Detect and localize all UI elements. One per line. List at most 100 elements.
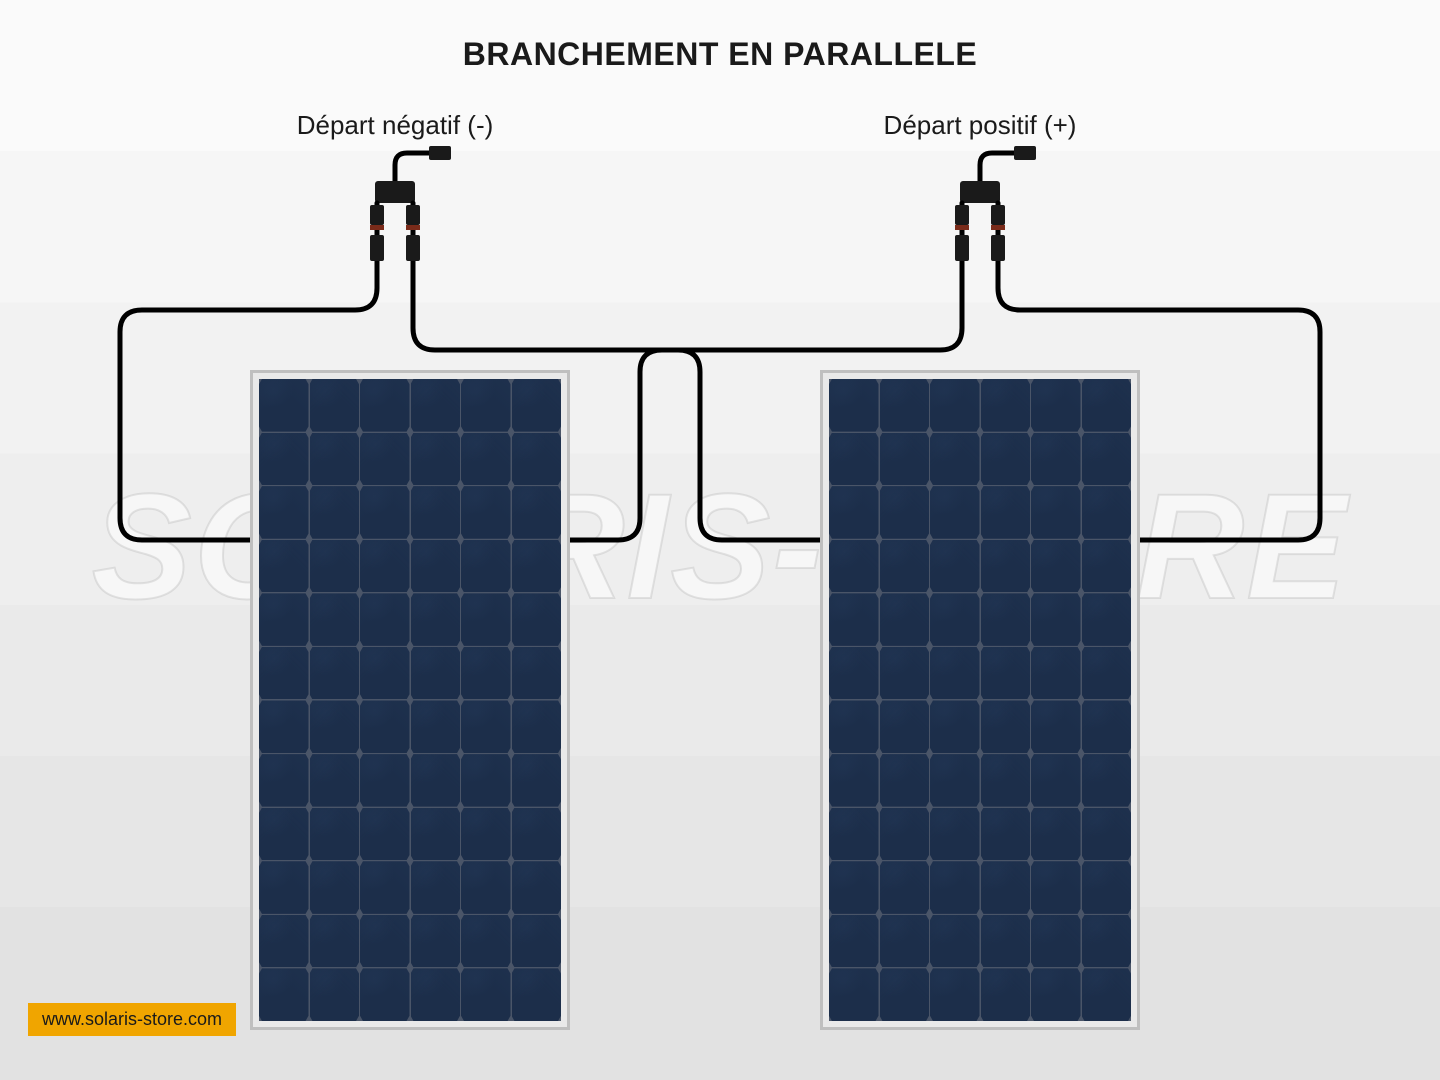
solar-cell: [310, 379, 360, 432]
solar-cell: [880, 593, 930, 646]
solar-cell: [310, 915, 360, 968]
solar-cell: [461, 808, 511, 861]
solar-cell: [1082, 379, 1132, 432]
solar-cell: [930, 700, 980, 753]
solar-cell: [1082, 808, 1132, 861]
solar-cell: [1031, 754, 1081, 807]
solar-cell: [1031, 915, 1081, 968]
solar-cell: [310, 754, 360, 807]
solar-cell: [1082, 861, 1132, 914]
solar-cell: [512, 754, 562, 807]
solar-cell: [880, 754, 930, 807]
solar-cell: [512, 379, 562, 432]
solar-cell: [259, 808, 309, 861]
solar-cell: [411, 915, 461, 968]
solar-cell: [829, 486, 879, 539]
solar-cell: [981, 486, 1031, 539]
solar-cell: [1031, 379, 1081, 432]
solar-cell: [259, 915, 309, 968]
solar-cell: [880, 968, 930, 1021]
solar-cell: [829, 593, 879, 646]
solar-cell: [829, 433, 879, 486]
solar-cell: [880, 915, 930, 968]
solar-cell: [360, 486, 410, 539]
solar-cell: [981, 540, 1031, 593]
solar-cell: [461, 593, 511, 646]
solar-cell: [930, 808, 980, 861]
diagram-title: BRANCHEMENT EN PARALLELE: [0, 36, 1440, 73]
solar-cell: [1082, 915, 1132, 968]
solar-cell: [930, 754, 980, 807]
solar-cell: [1031, 486, 1081, 539]
solar-cell: [1082, 754, 1132, 807]
solar-cell: [411, 486, 461, 539]
solar-cell: [981, 968, 1031, 1021]
solar-cell: [411, 647, 461, 700]
solar-cell: [829, 379, 879, 432]
solar-cell: [259, 540, 309, 593]
solar-cell: [1031, 808, 1081, 861]
solar-cell: [360, 808, 410, 861]
solar-cell: [880, 379, 930, 432]
solar-panel-right: [820, 370, 1140, 1030]
diagram-stage: SOLARIS-STORE BRANCHEMENT EN PARALLELE D…: [0, 0, 1440, 1080]
solar-cell: [829, 861, 879, 914]
solar-cell: [310, 486, 360, 539]
solar-cell: [310, 861, 360, 914]
solar-cell: [981, 754, 1031, 807]
solar-cell: [930, 647, 980, 700]
solar-cell: [880, 861, 930, 914]
solar-cell: [930, 486, 980, 539]
solar-cell: [259, 433, 309, 486]
solar-cell: [829, 915, 879, 968]
solar-cell: [411, 540, 461, 593]
solar-cell: [1082, 968, 1132, 1021]
solar-cell: [829, 700, 879, 753]
solar-cell: [512, 486, 562, 539]
solar-cell: [259, 647, 309, 700]
solar-cell: [360, 968, 410, 1021]
solar-cell: [512, 540, 562, 593]
solar-cell: [360, 433, 410, 486]
solar-cell: [829, 540, 879, 593]
solar-cell: [411, 808, 461, 861]
solar-panel-left: [250, 370, 570, 1030]
solar-cell: [981, 593, 1031, 646]
solar-cell: [360, 647, 410, 700]
solar-cell: [310, 433, 360, 486]
solar-cell: [310, 593, 360, 646]
solar-cell: [360, 593, 410, 646]
solar-cell: [512, 647, 562, 700]
solar-cell: [829, 647, 879, 700]
solar-cell: [1031, 861, 1081, 914]
solar-cell: [981, 700, 1031, 753]
solar-cell: [360, 915, 410, 968]
solar-panel-right-cells: [829, 379, 1131, 1021]
solar-cell: [1082, 486, 1132, 539]
solar-cell: [512, 593, 562, 646]
solar-cell: [259, 968, 309, 1021]
solar-cell: [512, 433, 562, 486]
solar-cell: [360, 379, 410, 432]
solar-cell: [880, 486, 930, 539]
solar-cell: [411, 700, 461, 753]
solar-cell: [1031, 593, 1081, 646]
solar-cell: [1031, 433, 1081, 486]
solar-cell: [981, 861, 1031, 914]
solar-cell: [981, 379, 1031, 432]
solar-cell: [930, 379, 980, 432]
solar-cell: [461, 433, 511, 486]
solar-cell: [310, 968, 360, 1021]
solar-cell: [880, 647, 930, 700]
solar-cell: [512, 915, 562, 968]
solar-cell: [930, 915, 980, 968]
solar-cell: [461, 915, 511, 968]
solar-cell: [461, 486, 511, 539]
solar-cell: [1082, 540, 1132, 593]
solar-cell: [1082, 647, 1132, 700]
solar-cell: [880, 808, 930, 861]
solar-cell: [360, 754, 410, 807]
solar-cell: [1082, 433, 1132, 486]
solar-cell: [512, 700, 562, 753]
solar-cell: [1082, 700, 1132, 753]
